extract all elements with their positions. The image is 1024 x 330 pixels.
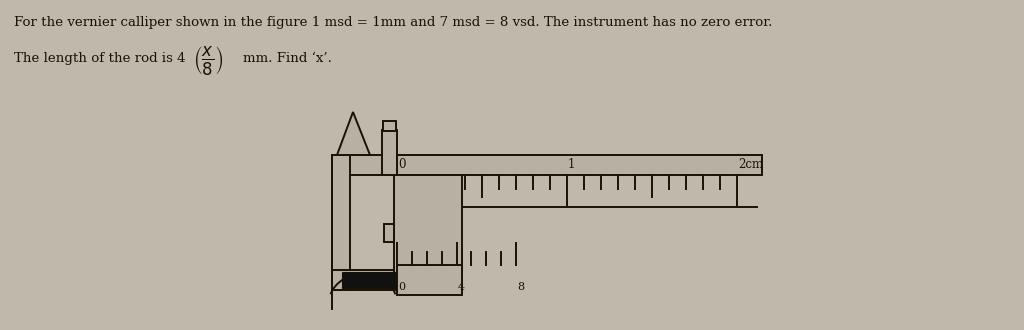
Bar xyxy=(332,270,395,290)
Text: 2cm: 2cm xyxy=(738,158,763,171)
Text: $\left(\dfrac{x}{8}\right)$: $\left(\dfrac{x}{8}\right)$ xyxy=(193,44,223,77)
Bar xyxy=(393,155,762,175)
Bar xyxy=(383,121,396,131)
Text: mm. Find ‘x’.: mm. Find ‘x’. xyxy=(243,52,332,65)
Text: 1: 1 xyxy=(568,158,575,171)
Bar xyxy=(397,265,462,295)
Bar xyxy=(394,175,462,290)
Text: 0: 0 xyxy=(398,282,406,292)
Text: 8: 8 xyxy=(517,282,524,292)
Text: 4: 4 xyxy=(458,282,465,292)
Bar xyxy=(342,272,400,288)
Text: For the vernier calliper shown in the figure 1 msd = 1mm and 7 msd = 8 vsd. The : For the vernier calliper shown in the fi… xyxy=(14,16,772,29)
Bar xyxy=(332,155,350,290)
Polygon shape xyxy=(337,112,370,155)
Text: The length of the rod is 4: The length of the rod is 4 xyxy=(14,52,185,65)
Bar xyxy=(332,155,395,175)
Bar xyxy=(384,223,394,242)
Text: 0: 0 xyxy=(398,158,406,171)
Bar xyxy=(382,130,397,175)
